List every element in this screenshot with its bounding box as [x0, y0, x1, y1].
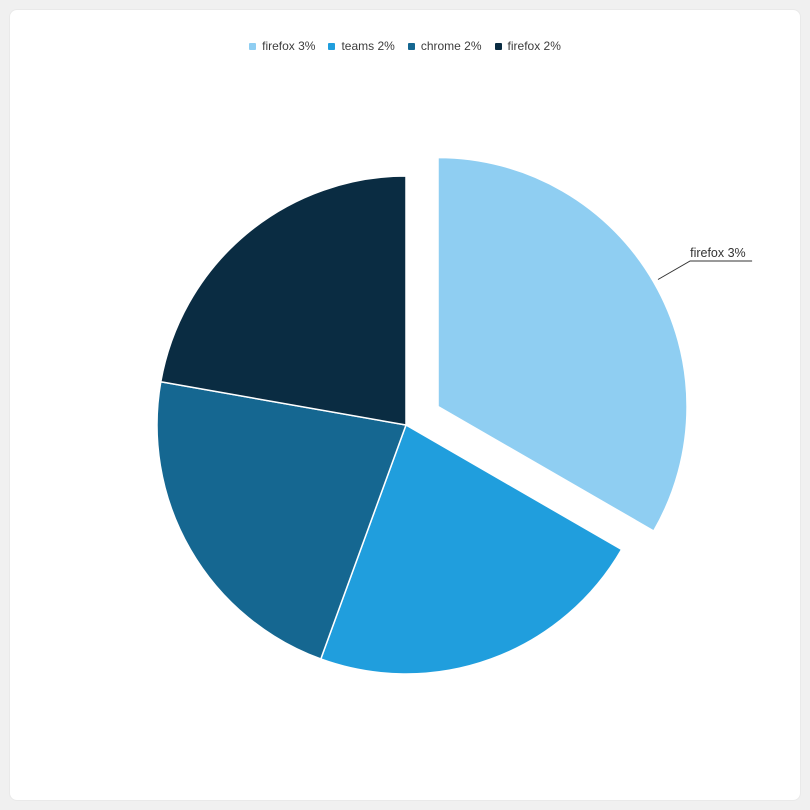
pie-slice-chrome-2[interactable] — [156, 381, 407, 660]
legend-item-teams-2[interactable]: teams 2% — [328, 39, 395, 53]
legend: firefox 3% teams 2% chrome 2% firefox 2% — [0, 39, 810, 53]
slice-callout-label: firefox 3% — [690, 246, 746, 260]
legend-marker-firefox-3 — [249, 42, 257, 50]
legend-label-firefox-2: firefox 2% — [507, 39, 561, 53]
legend-label-chrome-2: chrome 2% — [420, 39, 482, 53]
legend-label-teams-2: teams 2% — [341, 39, 395, 53]
legend-marker-teams-2 — [328, 42, 336, 50]
legend-label-firefox-3: firefox 3% — [262, 39, 316, 53]
legend-item-firefox-2[interactable]: firefox 2% — [494, 39, 561, 53]
legend-item-firefox-3[interactable]: firefox 3% — [249, 39, 315, 53]
legend-marker-firefox-2 — [494, 42, 502, 50]
pie-slice-teams-2[interactable] — [320, 424, 623, 675]
slice-leader-line — [657, 260, 753, 280]
legend-marker-chrome-2 — [407, 42, 415, 50]
legend-item-chrome-2[interactable]: chrome 2% — [407, 39, 482, 53]
pie-slice-firefox-2[interactable] — [160, 175, 407, 426]
pie-slice-firefox-3[interactable] — [437, 156, 688, 532]
